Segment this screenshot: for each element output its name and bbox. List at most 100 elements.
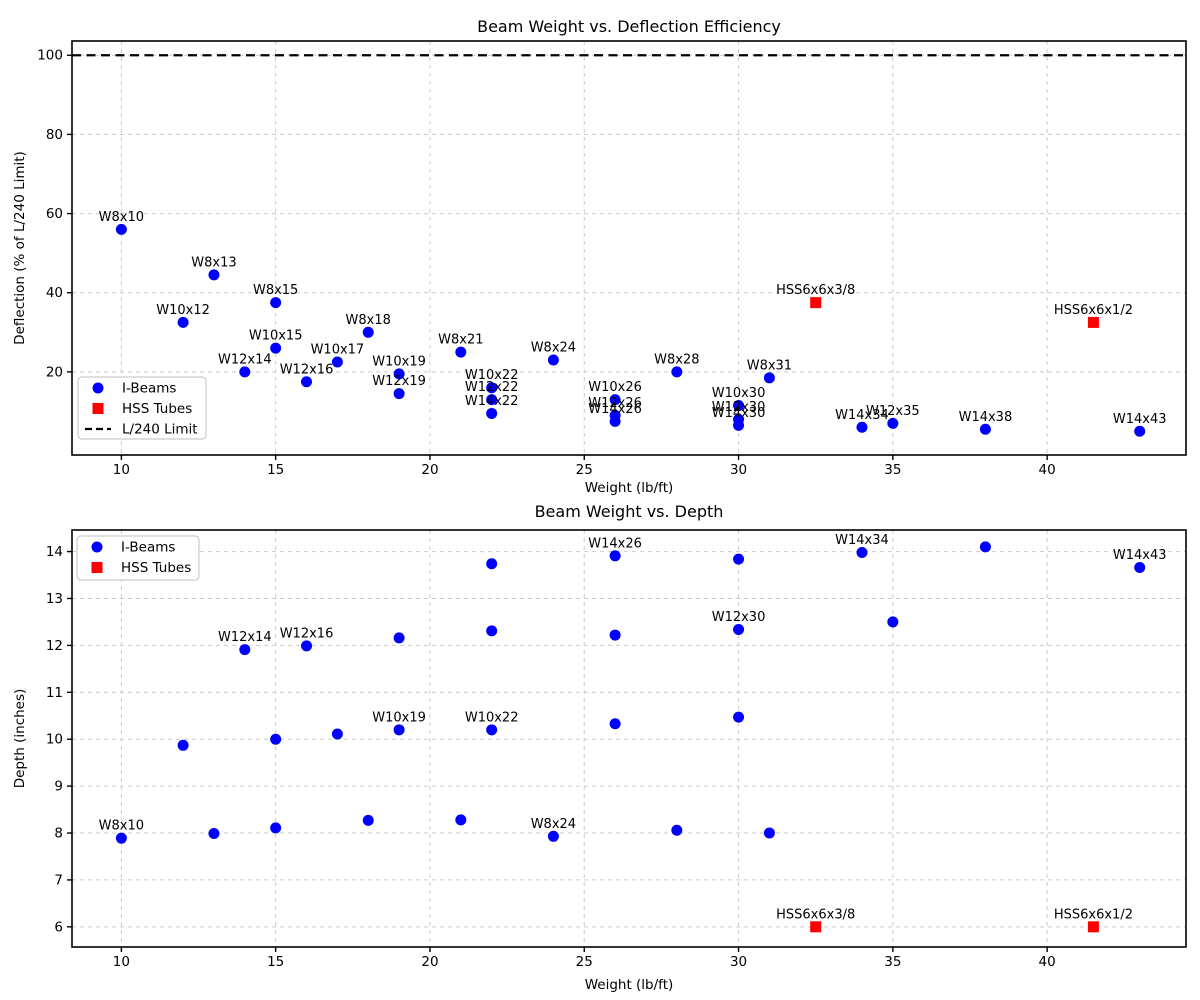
y-tick-label: 40: [46, 285, 63, 301]
scatter-point-W8x21: [455, 814, 467, 826]
point-label-W10x19: W10x19: [372, 710, 426, 725]
scatter-point-W8x31: [763, 827, 775, 839]
y-tick-label: 11: [46, 685, 63, 701]
scatter-point-W10x22: [486, 382, 498, 394]
x-tick-label: 25: [576, 462, 593, 478]
point-label-W12x30: W12x30: [712, 610, 766, 625]
y-tick-label: 8: [54, 826, 63, 842]
y-tick-label: 9: [54, 779, 63, 795]
chart-title: Beam Weight vs. Deflection Efficiency: [477, 17, 781, 36]
point-label-W8x24: W8x24: [531, 817, 576, 832]
legend-label: I-Beams: [121, 540, 175, 556]
scatter-point-W8x28: [671, 366, 683, 378]
scatter-point-HSS6x6x1/2: [1087, 921, 1099, 933]
point-label-W8x18: W8x18: [346, 313, 391, 328]
y-axis-label: Depth (inches): [12, 689, 28, 789]
scatter-point-W14x30: [733, 419, 745, 431]
scatter-point-W12x22: [486, 625, 498, 637]
legend-square-marker: [91, 562, 103, 573]
scatter-point-W8x21: [455, 346, 467, 358]
plot-border: [71, 529, 1187, 948]
y-tick-label: 12: [46, 638, 63, 654]
point-label-W10x15: W10x15: [249, 329, 303, 344]
scatter-point-W10x19: [393, 368, 405, 380]
scatter-point-W10x19: [393, 724, 405, 736]
scatter-point-W8x15: [270, 297, 282, 309]
point-label-W10x19: W10x19: [372, 354, 426, 369]
point-label-W14x43: W14x43: [1113, 548, 1167, 563]
scatter-point-W10x12: [177, 739, 189, 751]
scatter-point-W12x30: [733, 623, 745, 635]
scatter-point-W14x38: [979, 423, 991, 435]
legend-box: [76, 535, 200, 581]
legend-label: HSS Tubes: [121, 560, 191, 576]
y-tick-label: 7: [54, 872, 63, 888]
scatter-point-W14x26: [609, 550, 621, 562]
point-label-W14x34: W14x34: [835, 408, 889, 423]
point-label-W12x14: W12x14: [218, 352, 272, 367]
y-tick-label: 20: [46, 364, 63, 380]
chart-title: Beam Weight vs. Depth: [535, 502, 724, 521]
scatter-point-W10x15: [270, 733, 282, 745]
scatter-point-W12x19: [393, 388, 405, 400]
legend-circle-marker: [91, 541, 103, 553]
scatter-point-W10x22: [486, 724, 498, 736]
point-label-HSS6x6x3/8: HSS6x6x3/8: [776, 907, 855, 922]
scatter-point-W8x24: [547, 354, 559, 366]
scatter-point-W12x35: [887, 616, 899, 628]
scatter-point-W12x14: [239, 644, 251, 656]
point-label-W10x22: W10x22: [465, 710, 519, 725]
legend-box: [77, 376, 207, 440]
scatter-point-W8x10: [115, 832, 127, 844]
scatter-point-W8x18: [362, 326, 374, 338]
point-label-W10x30: W10x30: [712, 386, 766, 401]
x-axis-label: Weight (lb/ft): [585, 480, 674, 496]
point-label-W8x28: W8x28: [654, 352, 699, 367]
scatter-point-W14x22: [486, 558, 498, 570]
plot-border: [71, 40, 1187, 456]
legend-square-marker: [92, 403, 104, 414]
scatter-point-W14x30: [733, 553, 745, 565]
scatter-point-HSS6x6x3/8: [810, 921, 822, 933]
point-label-W12x14: W12x14: [218, 630, 272, 645]
scatter-point-W8x10: [115, 223, 127, 235]
scatter-point-HSS6x6x1/2: [1087, 316, 1099, 328]
x-tick-label: 20: [421, 462, 438, 478]
scatter-point-W12x22: [486, 394, 498, 406]
point-label-W8x21: W8x21: [438, 333, 483, 348]
scatter-point-W10x30: [733, 711, 745, 723]
point-label-W10x12: W10x12: [156, 303, 210, 318]
y-tick-label: 100: [37, 48, 63, 64]
scatter-point-W14x22: [486, 407, 498, 419]
point-label-W12x26: W12x26: [588, 396, 642, 411]
scatter-point-W12x16: [301, 376, 313, 388]
scatter-point-W10x26: [609, 394, 621, 406]
point-label-W10x26: W10x26: [588, 380, 642, 395]
point-label-W14x26: W14x26: [588, 536, 642, 551]
point-label-HSS6x6x3/8: HSS6x6x3/8: [776, 283, 855, 298]
scatter-point-W8x31: [763, 372, 775, 384]
scatter-point-W12x26: [609, 629, 621, 641]
scatter-point-W8x13: [208, 827, 220, 839]
scatter-point-W14x43: [1134, 425, 1146, 437]
scatter-point-W10x17: [331, 728, 343, 740]
y-tick-label: 13: [46, 591, 63, 607]
x-tick-label: 10: [113, 462, 130, 478]
scatter-point-W8x15: [270, 822, 282, 834]
depth-chart: 10 15 20 25 30 35 40 6 7 8 9 10 11 12 13 14 Beam Weight …: [12, 502, 1187, 993]
x-tick-label: 35: [884, 462, 901, 478]
x-tick-label: 15: [267, 954, 284, 970]
legend-circle-marker: [92, 382, 104, 394]
point-label-W10x22: W10x22: [465, 368, 519, 383]
y-axis-label: Deflection (% of L/240 Limit): [12, 151, 28, 345]
scatter-point-W8x18: [362, 814, 374, 826]
y-tick-label: 10: [46, 732, 63, 748]
scatter-point-W12x35: [887, 417, 899, 429]
point-label-W12x16: W12x16: [280, 626, 334, 641]
scatter-point-W10x17: [331, 356, 343, 368]
point-label-W14x43: W14x43: [1113, 412, 1167, 427]
scatter-point-W8x24: [547, 830, 559, 842]
x-tick-label: 30: [730, 954, 747, 970]
scatter-point-W14x34: [856, 421, 868, 433]
